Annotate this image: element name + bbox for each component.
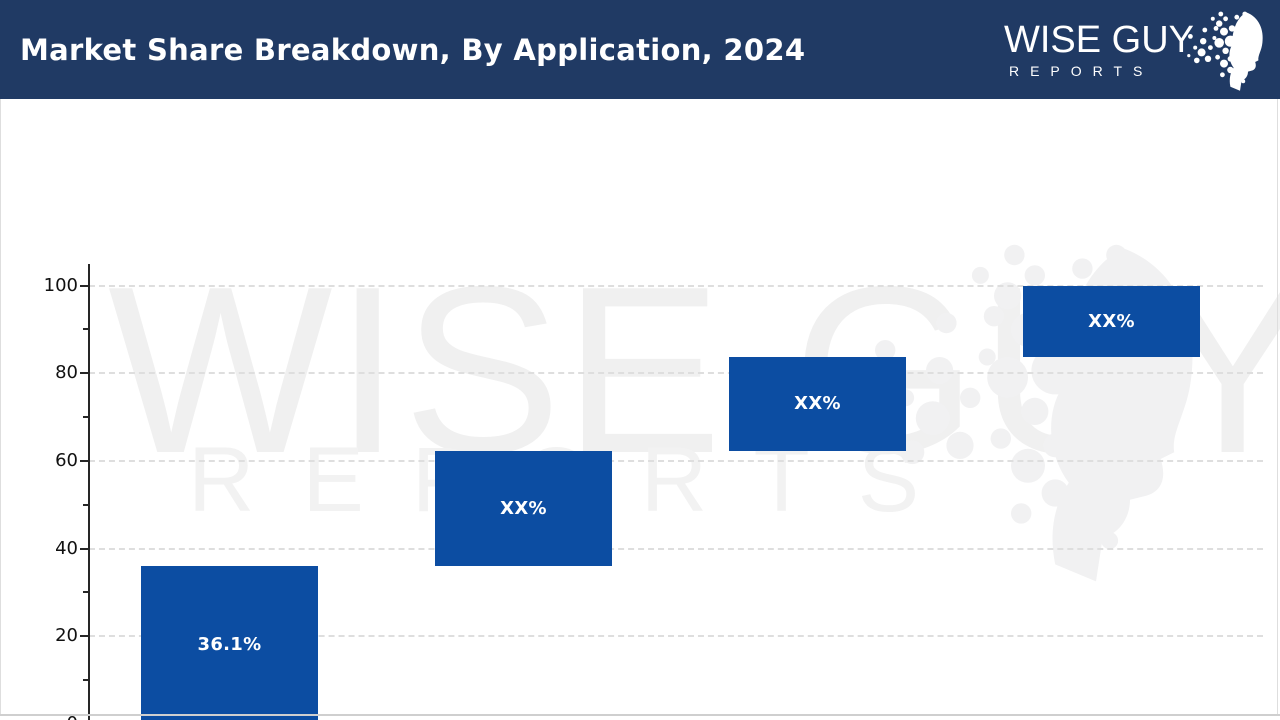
bar-value-label: 36.1%	[197, 634, 262, 656]
bar-2: XX%	[435, 450, 612, 566]
y-tick-60	[80, 459, 88, 462]
gridline-40	[89, 547, 1263, 550]
bar-value-label: XX%	[1088, 310, 1135, 332]
header-bar: Market Share Breakdown, By Application, …	[0, 0, 1280, 99]
y-minor-tick-70	[83, 416, 88, 419]
y-tick-100	[80, 284, 88, 287]
logo-face-icon	[1187, 11, 1263, 91]
y-tick-label-100: 100	[43, 274, 78, 296]
figure-border-left	[0, 99, 1, 715]
plot-area: 02040608010036.1%Energy ManagementXX%Loa…	[0, 99, 1280, 720]
y-tick-20	[80, 635, 88, 638]
y-minor-tick-90	[83, 328, 88, 331]
bar-1: 36.1%	[141, 565, 318, 720]
gridline-80	[89, 372, 1263, 375]
y-tick-label-0: 0	[18, 712, 78, 720]
figure-border-bottom	[0, 714, 1280, 716]
y-tick-label-40: 40	[55, 537, 78, 559]
gridline-100	[89, 284, 1263, 287]
bar-4: XX%	[1023, 285, 1200, 357]
logo-words: WISE GUY REPORTS	[1004, 21, 1194, 79]
y-minor-tick-30	[83, 591, 88, 594]
bar-value-label: XX%	[794, 393, 841, 415]
bar-3: XX%	[729, 356, 906, 451]
logo-wiseguy-text: WISE GUY	[1003, 18, 1194, 61]
y-tick-label-60: 60	[55, 449, 78, 471]
logo-reports-text: REPORTS	[1008, 62, 1154, 79]
y-axis-line	[88, 264, 90, 720]
page-title: Market Share Breakdown, By Application, …	[20, 32, 806, 67]
y-tick-label-80: 80	[55, 362, 78, 384]
y-minor-tick-10	[83, 679, 88, 682]
wise-guy-logo: WISE GUY REPORTS	[1004, 6, 1266, 94]
y-minor-tick-50	[83, 503, 88, 506]
gridline-60	[89, 459, 1263, 462]
y-tick-label-20: 20	[55, 625, 78, 647]
y-tick-80	[80, 372, 88, 375]
bar-value-label: XX%	[500, 497, 547, 519]
figure-border-right	[1277, 99, 1278, 715]
y-tick-40	[80, 547, 88, 550]
gridline-20	[89, 635, 1263, 638]
